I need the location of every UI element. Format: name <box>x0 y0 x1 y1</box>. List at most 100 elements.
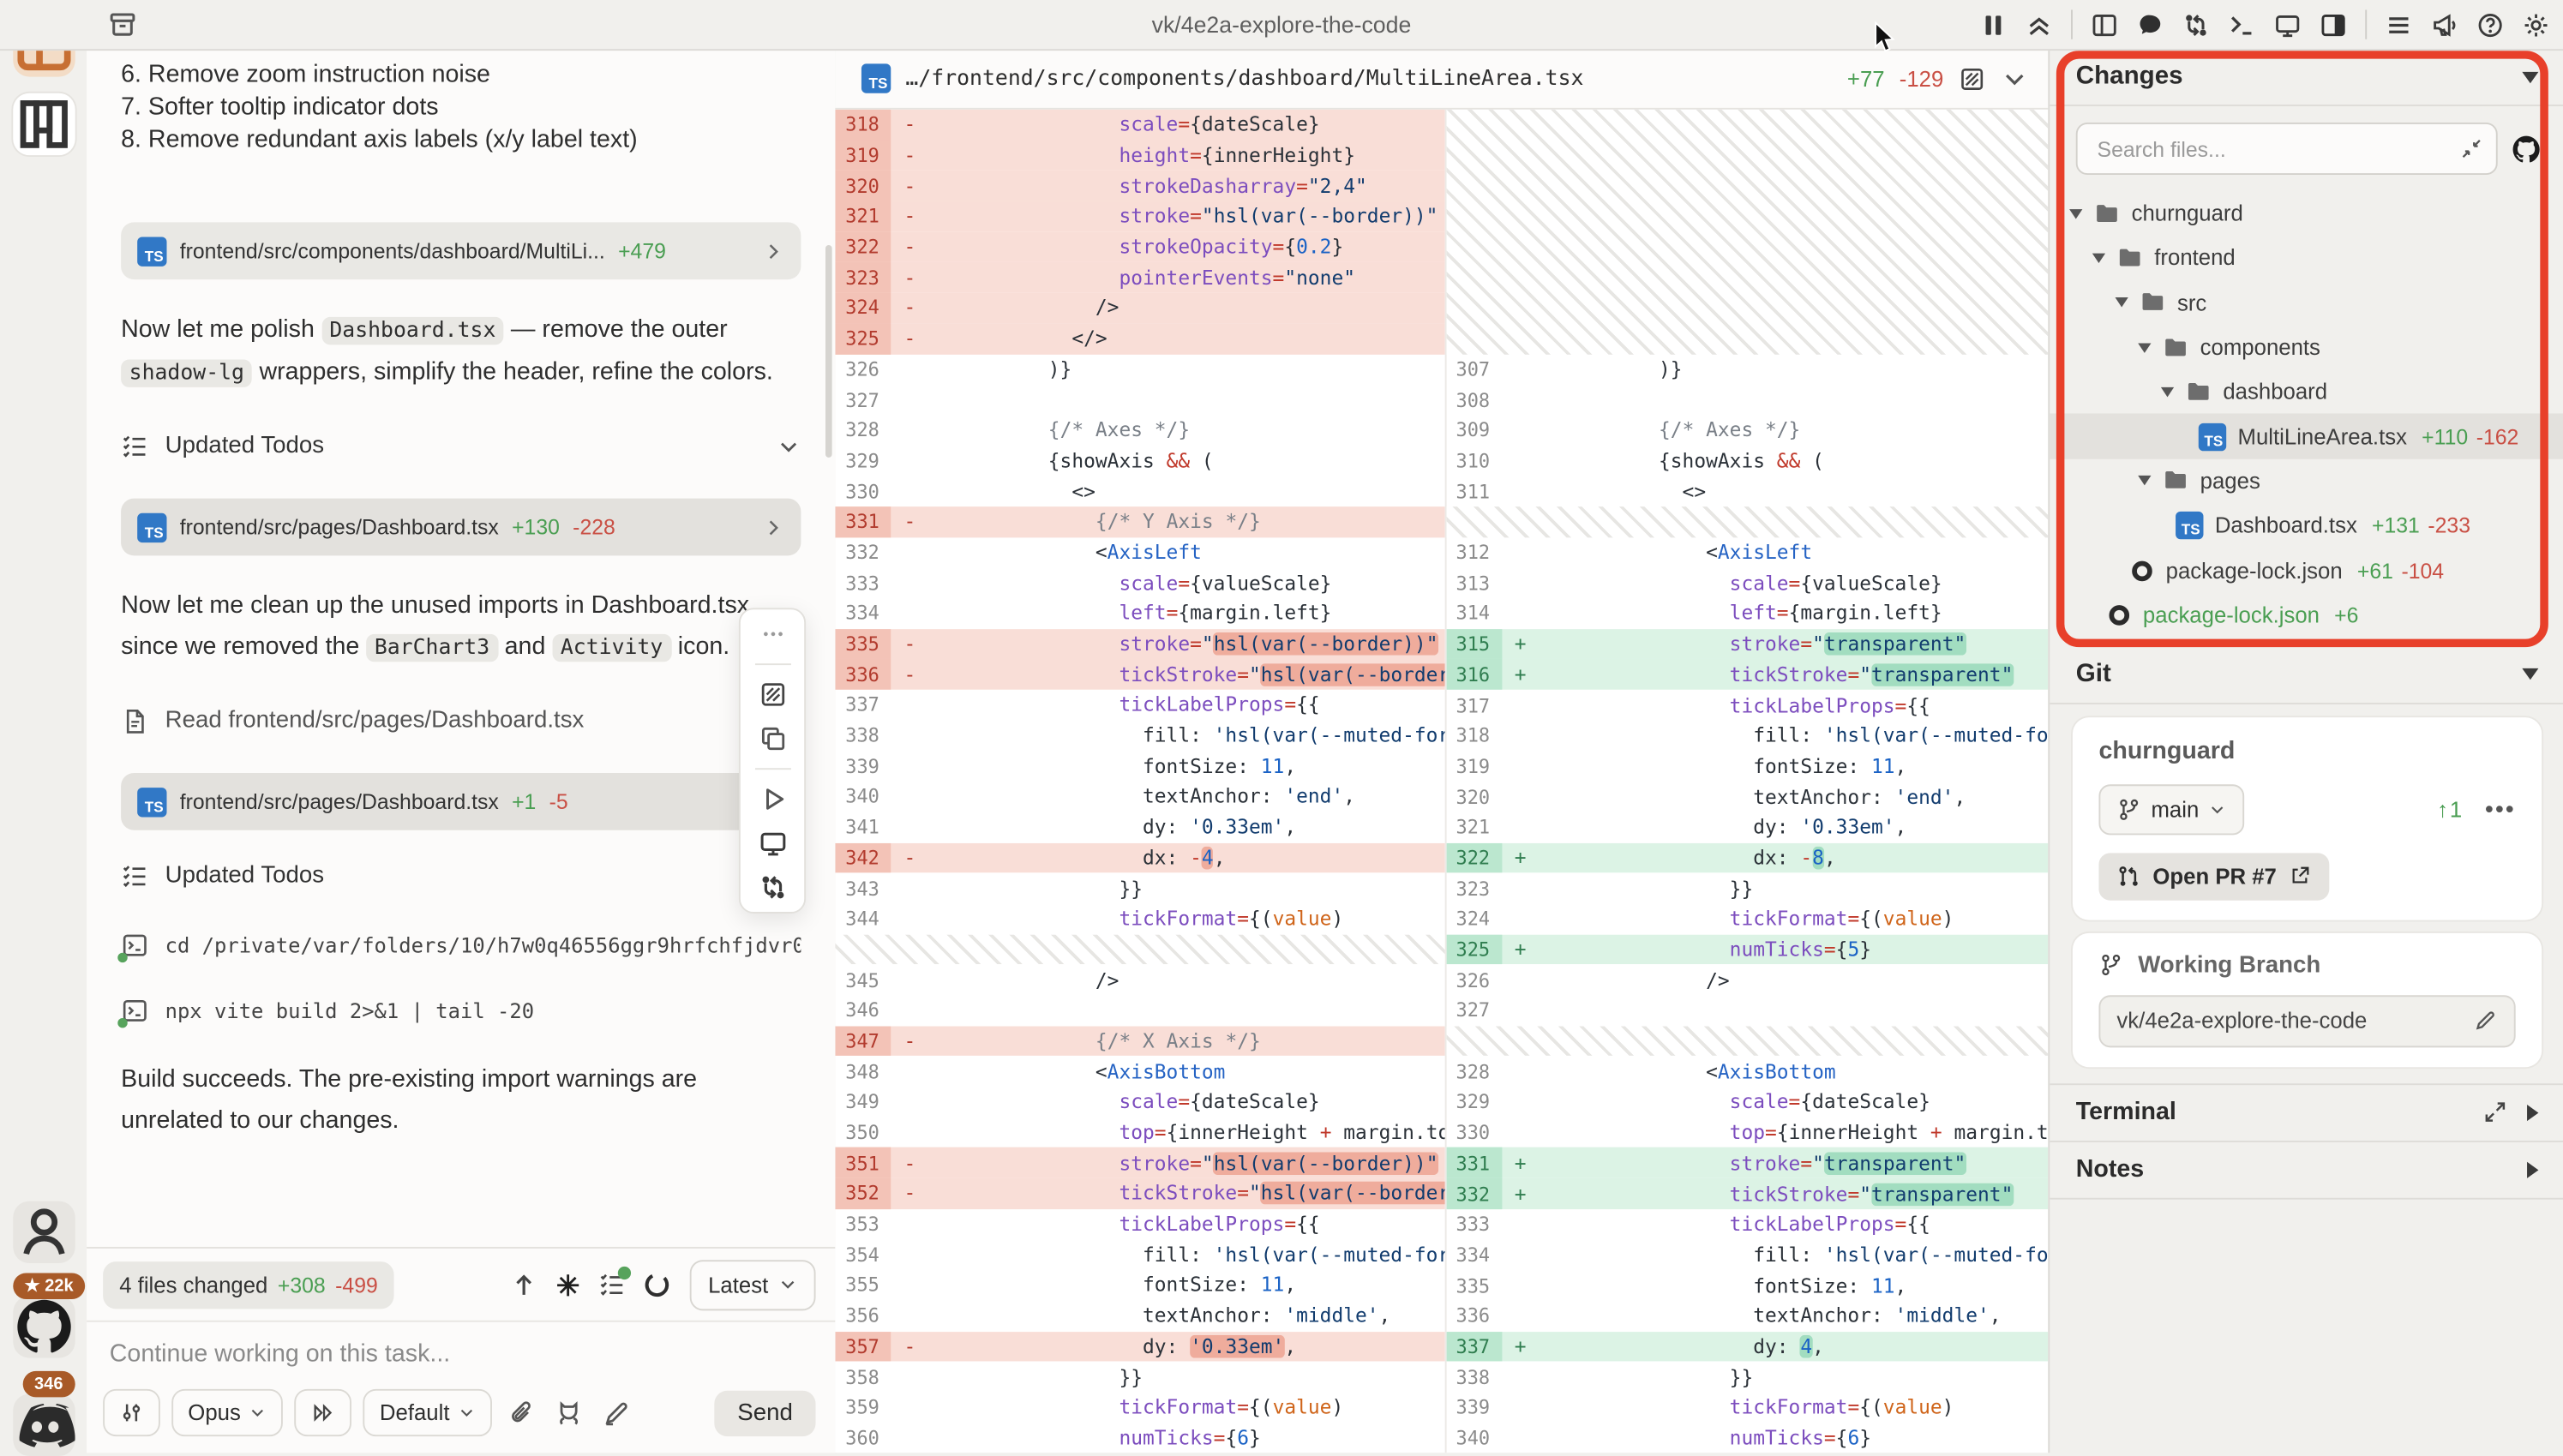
diff-line[interactable]: 332 <AxisLeft <box>835 537 1444 568</box>
tree-folder-row[interactable]: components <box>2050 325 2563 369</box>
diff-line[interactable]: 323 }} <box>1446 873 2049 904</box>
changes-section-header[interactable]: Changes <box>2050 49 2563 105</box>
diff-line[interactable]: 354 fill: 'hsl(var(--muted-foreground))' <box>835 1239 1444 1270</box>
discord-button[interactable] <box>13 1394 75 1456</box>
diff-line[interactable]: 333 scale={valueScale} <box>835 567 1444 598</box>
diff-line[interactable]: 311 <> <box>1446 476 2049 507</box>
tree-folder-row[interactable]: pages <box>2050 458 2563 503</box>
model-dropdown[interactable]: Opus <box>171 1389 283 1436</box>
terminal-icon[interactable] <box>2228 10 2255 38</box>
tree-file-row[interactable]: TSMultiLineArea.tsx+110-162 <box>2050 414 2563 458</box>
collapse-up-icon[interactable] <box>2026 10 2053 38</box>
github-button[interactable] <box>13 1296 75 1357</box>
diff-line[interactable]: 345 /> <box>835 965 1444 996</box>
diff-line[interactable]: 334 fill: 'hsl(var(--muted-foreground))' <box>1446 1239 2049 1270</box>
diff-line[interactable]: 340 numTicks={6} <box>1446 1423 2049 1453</box>
help-icon[interactable] <box>2476 10 2504 38</box>
diff-line[interactable]: 318- scale={dateScale} <box>835 110 1444 141</box>
diff-line[interactable]: 322+ dx: -8, <box>1446 842 2049 873</box>
git-section-header[interactable]: Git <box>2050 647 2563 703</box>
file-change-chip[interactable]: TSfrontend/src/components/dashboard/Mult… <box>121 222 801 279</box>
diff-line[interactable]: 328 {/* Axes */} <box>835 415 1444 446</box>
panel-right-icon[interactable] <box>2320 10 2347 38</box>
diff-line[interactable]: 335- stroke="hsl(var(--border))" <box>835 629 1444 660</box>
diff-line[interactable]: 325- </> <box>835 323 1444 354</box>
tool-call-row[interactable]: Updated Todos <box>121 430 801 463</box>
tree-file-row[interactable]: package-lock.json+61-104 <box>2050 548 2563 593</box>
diff-line[interactable]: 314 left={margin.left} <box>1446 598 2049 629</box>
diff-line[interactable]: 331+ stroke="transparent" <box>1446 1148 2049 1179</box>
file-search-box[interactable] <box>2076 123 2498 175</box>
diff-line[interactable]: 317 tickLabelProps={{ <box>1446 690 2049 721</box>
sidebar-item-board[interactable] <box>13 93 75 155</box>
panel-left-icon[interactable] <box>2091 10 2118 38</box>
preview-icon[interactable] <box>758 829 787 858</box>
diff-line[interactable]: 320 textAnchor: 'end', <box>1446 782 2049 812</box>
diff-line[interactable]: 356 textAnchor: 'middle', <box>835 1301 1444 1332</box>
diff-line[interactable]: 336 textAnchor: 'middle', <box>1446 1301 2049 1332</box>
diff-line[interactable]: 326 /> <box>1446 965 2049 996</box>
diff-line[interactable]: 338 }} <box>1446 1362 2049 1393</box>
working-branch-field[interactable]: vk/4e2a-explore-the-code <box>2098 995 2515 1047</box>
send-button[interactable]: Send <box>715 1390 816 1435</box>
todos-status-icon[interactable] <box>598 1271 626 1298</box>
open-diff-icon[interactable] <box>758 680 787 709</box>
git-compare-icon[interactable] <box>758 872 787 902</box>
tree-file-row[interactable]: package-lock.json+6 <box>2050 593 2563 638</box>
more-options-icon[interactable] <box>758 620 787 649</box>
files-changed-chip[interactable]: 4 files changed +308 -499 <box>103 1261 394 1308</box>
diff-line[interactable]: 316+ tickStroke="transparent" <box>1446 659 2049 690</box>
pen-icon[interactable] <box>602 1398 631 1427</box>
diff-line[interactable]: 318 fill: 'hsl(var(--muted-foreground))' <box>1446 721 2049 752</box>
diff-line[interactable]: 342- dx: -4, <box>835 842 1444 873</box>
diff-line[interactable]: 358 }} <box>835 1362 1444 1393</box>
tree-file-row[interactable]: TSDashboard.tsx+131-233 <box>2050 503 2563 548</box>
diff-line[interactable]: 319 fontSize: 11, <box>1446 751 2049 782</box>
diff-line[interactable]: 312 <AxisLeft <box>1446 537 2049 568</box>
collapse-panel-icon[interactable] <box>2460 137 2483 160</box>
message-input[interactable] <box>106 1339 822 1369</box>
more-options-icon[interactable]: ••• <box>2485 796 2516 824</box>
diff-line[interactable]: 357- dy: '0.33em', <box>835 1331 1444 1362</box>
diff-line[interactable]: 344 tickFormat={(value) <box>835 903 1444 934</box>
diff-line[interactable]: 315+ stroke="transparent" <box>1446 629 2049 660</box>
diff-line[interactable]: 339 fontSize: 11, <box>835 751 1444 782</box>
terminal-command-row[interactable]: cd /private/var/folders/10/h7w0q46556ggr… <box>121 928 801 961</box>
diff-line[interactable]: 346 <box>835 995 1444 1026</box>
diff-line[interactable]: 333 tickLabelProps={{ <box>1446 1209 2049 1240</box>
branch-dropdown[interactable]: main <box>2098 784 2244 835</box>
diff-line[interactable]: 337 tickLabelProps={{ <box>835 690 1444 721</box>
diff-line[interactable]: 351- stroke="hsl(var(--border))" <box>835 1147 1444 1178</box>
tree-folder-row[interactable]: src <box>2050 280 2563 325</box>
run-icon[interactable] <box>758 784 787 813</box>
diff-line[interactable]: 339 tickFormat={(value) <box>1446 1393 2049 1423</box>
tree-folder-row[interactable]: dashboard <box>2050 369 2563 414</box>
diff-line[interactable]: 307 )} <box>1446 354 2049 385</box>
diff-line[interactable]: 324 tickFormat={(value) <box>1446 903 2049 934</box>
diff-line[interactable]: 336- tickStroke="hsl(var(--border))" <box>835 659 1444 690</box>
mode-dropdown[interactable]: Default <box>363 1389 492 1436</box>
diff-line[interactable]: 338 fill: 'hsl(var(--muted-foreground))' <box>835 720 1444 751</box>
diff-line[interactable]: 309 {/* Axes */} <box>1446 415 2049 446</box>
attach-icon[interactable] <box>507 1398 536 1427</box>
scroll-to-top-icon[interactable] <box>510 1271 537 1298</box>
diff-line[interactable]: 330 top={innerHeight + margin.top} <box>1446 1117 2049 1148</box>
diff-line[interactable]: 322- strokeOpacity={0.2} <box>835 231 1444 262</box>
git-compare-icon[interactable] <box>2182 10 2210 38</box>
file-change-chip[interactable]: TSfrontend/src/pages/Dashboard.tsx+1-5 <box>121 773 801 830</box>
terminal-section-header[interactable]: Terminal <box>2050 1085 2563 1141</box>
settings-icon[interactable] <box>2522 10 2549 38</box>
diff-line[interactable]: 343 }} <box>835 873 1444 904</box>
diff-line[interactable]: 329 scale={dateScale} <box>1446 1087 2049 1117</box>
tree-folder-row[interactable]: churnguard <box>2050 191 2563 236</box>
diff-line[interactable]: 326 )} <box>835 354 1444 385</box>
diff-line[interactable]: 308 <box>1446 385 2049 416</box>
tool-call-row[interactable]: Read frontend/src/pages/Dashboard.tsx <box>121 704 801 737</box>
chevron-down-icon[interactable] <box>2001 64 2028 92</box>
diff-line[interactable]: 347- {/* X Axis */} <box>835 1026 1444 1057</box>
diff-line[interactable]: 350 top={innerHeight + margin.top} <box>835 1117 1444 1148</box>
expand-icon[interactable] <box>2483 1100 2508 1125</box>
diff-line[interactable]: 331- {/* Y Axis */} <box>835 506 1444 537</box>
chat-scrollbar[interactable] <box>825 245 832 458</box>
copy-icon[interactable] <box>758 724 787 753</box>
